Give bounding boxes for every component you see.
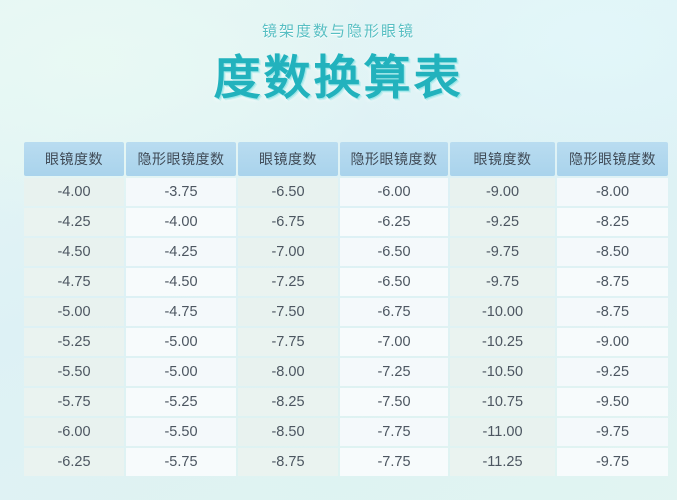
table-cell: -7.75 <box>340 418 448 446</box>
table-cell: -8.75 <box>557 298 668 326</box>
table-row: -5.75 -5.25 -8.25 -7.50 -10.75 -9.50 <box>24 388 668 416</box>
table-cell: -6.00 <box>340 178 448 206</box>
table-cell: -6.25 <box>340 208 448 236</box>
table-cell: -6.75 <box>340 298 448 326</box>
table-cell: -7.25 <box>238 268 338 296</box>
table-cell: -4.50 <box>126 268 236 296</box>
poster-header: 镜架度数与隐形眼镜 度数换算表 <box>0 0 677 102</box>
table-cell: -3.75 <box>126 178 236 206</box>
table-body: -4.00 -3.75 -6.50 -6.00 -9.00 -8.00 -4.25 -4.00… <box>24 178 668 476</box>
table-cell: -4.50 <box>24 238 124 266</box>
table-cell: -11.25 <box>450 448 555 476</box>
table-cell: -4.25 <box>24 208 124 236</box>
table-cell: -5.00 <box>126 358 236 386</box>
conversion-table: 眼镜度数 隐形眼镜度数 眼镜度数 隐形眼镜度数 眼镜度数 隐形眼镜度数 -4.00 -3.7… <box>22 140 670 478</box>
table-cell: -4.00 <box>126 208 236 236</box>
table-cell: -7.75 <box>340 448 448 476</box>
table-row: -4.25 -4.00 -6.75 -6.25 -9.25 -8.25 <box>24 208 668 236</box>
table-row: -5.50 -5.00 -8.00 -7.25 -10.50 -9.25 <box>24 358 668 386</box>
table-cell: -8.50 <box>557 238 668 266</box>
table-cell: -7.00 <box>238 238 338 266</box>
table-cell: -8.00 <box>238 358 338 386</box>
poster-subtitle: 镜架度数与隐形眼镜 <box>261 23 415 40</box>
table-cell: -7.50 <box>238 298 338 326</box>
table-cell: -6.75 <box>238 208 338 236</box>
table-cell: -4.75 <box>126 298 236 326</box>
table-cell: -10.25 <box>450 328 555 356</box>
column-header-2: 隐形眼镜度数 <box>126 142 236 176</box>
table-cell: -5.75 <box>24 388 124 416</box>
table-cell: -8.50 <box>238 418 338 446</box>
table-cell: -7.25 <box>340 358 448 386</box>
table-row: -6.00 -5.50 -8.50 -7.75 -11.00 -9.75 <box>24 418 668 446</box>
table-cell: -8.75 <box>557 268 668 296</box>
table-cell: -8.00 <box>557 178 668 206</box>
poster-title: 度数换算表 <box>213 50 464 104</box>
table-cell: -4.25 <box>126 238 236 266</box>
table-row: -4.00 -3.75 -6.50 -6.00 -9.00 -8.00 <box>24 178 668 206</box>
table-cell: -5.25 <box>126 388 236 416</box>
table-row: -4.50 -4.25 -7.00 -6.50 -9.75 -8.50 <box>24 238 668 266</box>
table-cell: -7.75 <box>238 328 338 356</box>
table-cell: -9.00 <box>557 328 668 356</box>
table-row: -5.25 -5.00 -7.75 -7.00 -10.25 -9.00 <box>24 328 668 356</box>
conversion-table-container: 眼镜度数 隐形眼镜度数 眼镜度数 隐形眼镜度数 眼镜度数 隐形眼镜度数 -4.00 -3.7… <box>22 140 668 478</box>
table-cell: -10.50 <box>450 358 555 386</box>
column-header-5: 眼镜度数 <box>450 142 555 176</box>
table-cell: -7.50 <box>340 388 448 416</box>
table-row: -6.25 -5.75 -8.75 -7.75 -11.25 -9.75 <box>24 448 668 476</box>
table-cell: -5.50 <box>126 418 236 446</box>
table-cell: -6.00 <box>24 418 124 446</box>
table-cell: -6.50 <box>340 238 448 266</box>
table-cell: -6.50 <box>340 268 448 296</box>
column-header-3: 眼镜度数 <box>238 142 338 176</box>
table-cell: -9.25 <box>557 358 668 386</box>
table-cell: -11.00 <box>450 418 555 446</box>
table-cell: -9.00 <box>450 178 555 206</box>
table-cell: -8.75 <box>238 448 338 476</box>
column-header-6: 隐形眼镜度数 <box>557 142 668 176</box>
table-cell: -9.25 <box>450 208 555 236</box>
table-header: 眼镜度数 隐形眼镜度数 眼镜度数 隐形眼镜度数 眼镜度数 隐形眼镜度数 <box>24 142 668 176</box>
table-cell: -7.00 <box>340 328 448 356</box>
column-header-4: 隐形眼镜度数 <box>340 142 448 176</box>
table-cell: -9.75 <box>557 448 668 476</box>
table-cell: -8.25 <box>557 208 668 236</box>
table-cell: -9.75 <box>557 418 668 446</box>
table-row: -5.00 -4.75 -7.50 -6.75 -10.00 -8.75 <box>24 298 668 326</box>
table-cell: -5.75 <box>126 448 236 476</box>
table-cell: -5.50 <box>24 358 124 386</box>
table-cell: -10.75 <box>450 388 555 416</box>
table-cell: -5.00 <box>24 298 124 326</box>
table-header-row: 眼镜度数 隐形眼镜度数 眼镜度数 隐形眼镜度数 眼镜度数 隐形眼镜度数 <box>24 142 668 176</box>
table-cell: -6.50 <box>238 178 338 206</box>
table-cell: -9.75 <box>450 238 555 266</box>
table-cell: -6.25 <box>24 448 124 476</box>
table-cell: -8.25 <box>238 388 338 416</box>
table-cell: -5.25 <box>24 328 124 356</box>
table-cell: -9.75 <box>450 268 555 296</box>
table-cell: -9.50 <box>557 388 668 416</box>
table-cell: -10.00 <box>450 298 555 326</box>
table-cell: -4.00 <box>24 178 124 206</box>
table-cell: -5.00 <box>126 328 236 356</box>
table-row: -4.75 -4.50 -7.25 -6.50 -9.75 -8.75 <box>24 268 668 296</box>
column-header-1: 眼镜度数 <box>24 142 124 176</box>
table-cell: -4.75 <box>24 268 124 296</box>
